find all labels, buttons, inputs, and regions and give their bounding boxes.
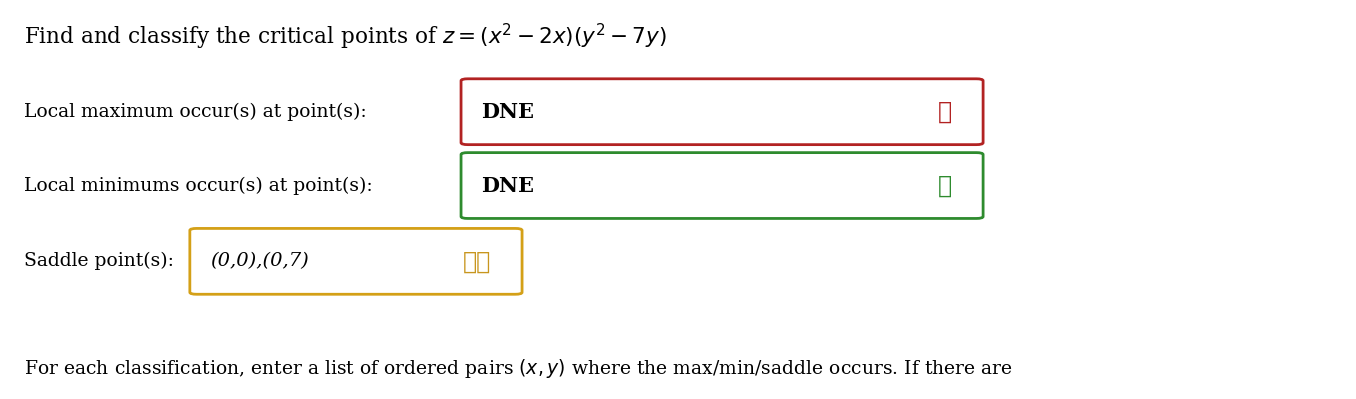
Text: Local minimums occur(s) at point(s):: Local minimums occur(s) at point(s):: [24, 176, 373, 195]
Text: ✓✓: ✓✓: [462, 249, 491, 273]
Text: ✓: ✓: [938, 174, 952, 198]
Text: (0,0),(0,7): (0,0),(0,7): [210, 252, 309, 271]
Text: For each classification, enter a list of ordered pairs $(x, y)$ where the max/mi: For each classification, enter a list of…: [24, 357, 1013, 380]
Text: ✗: ✗: [938, 100, 952, 124]
Text: DNE: DNE: [481, 102, 534, 122]
FancyBboxPatch shape: [461, 79, 983, 145]
Text: DNE: DNE: [481, 176, 534, 196]
FancyBboxPatch shape: [461, 152, 983, 219]
Text: Saddle point(s):: Saddle point(s):: [24, 252, 175, 271]
Text: Local maximum occur(s) at point(s):: Local maximum occur(s) at point(s):: [24, 103, 367, 121]
Text: Find and classify the critical points of $z = (x^2 - 2x)(y^2 - 7y)$: Find and classify the critical points of…: [24, 22, 667, 52]
FancyBboxPatch shape: [190, 228, 522, 294]
